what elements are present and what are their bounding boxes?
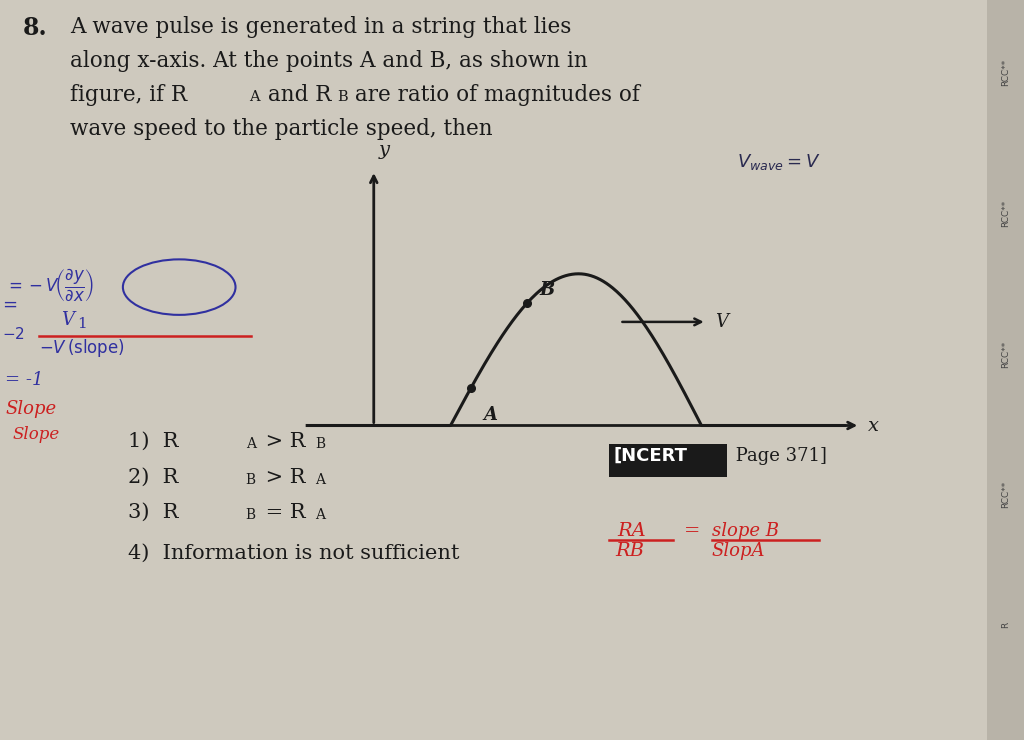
Text: RA: RA: [617, 522, 646, 539]
Bar: [609, 444, 727, 477]
Text: B: B: [315, 437, 326, 451]
Text: V: V: [715, 313, 728, 331]
Text: A: A: [483, 406, 498, 424]
Text: are ratio of magnitudes of: are ratio of magnitudes of: [348, 84, 640, 107]
Bar: [987, 0, 1024, 740]
Text: SlopA: SlopA: [712, 542, 765, 559]
Text: 3)  R: 3) R: [128, 503, 178, 522]
Text: and R: and R: [261, 84, 332, 107]
Text: A: A: [315, 508, 326, 522]
Text: along x-axis. At the points A and B, as shown in: along x-axis. At the points A and B, as …: [70, 50, 588, 73]
Text: RCC**: RCC**: [1001, 340, 1010, 368]
Text: RCC**: RCC**: [1001, 200, 1010, 227]
Text: 1: 1: [77, 317, 87, 331]
Text: A: A: [315, 473, 326, 487]
Text: = -1: = -1: [5, 371, 44, 389]
Text: > R: > R: [259, 432, 305, 451]
Text: Page 371]: Page 371]: [730, 447, 827, 465]
Text: A: A: [249, 90, 259, 104]
Text: RB: RB: [615, 542, 644, 559]
Text: B: B: [337, 90, 347, 104]
Text: RCC**: RCC**: [1001, 59, 1010, 87]
Text: B: B: [246, 473, 256, 487]
Text: 8.: 8.: [23, 16, 47, 40]
Text: x: x: [868, 417, 880, 434]
Text: $V_{wave} = V$: $V_{wave} = V$: [737, 152, 821, 172]
Text: B: B: [246, 508, 256, 522]
Text: 4)  Information is not sufficient: 4) Information is not sufficient: [128, 544, 460, 563]
Text: slope B: slope B: [712, 522, 778, 539]
Text: $-2$: $-2$: [2, 326, 25, 342]
Text: = R: = R: [259, 503, 306, 522]
Text: > R: > R: [259, 468, 305, 487]
Text: B: B: [540, 281, 555, 299]
Text: =: =: [684, 522, 700, 540]
Text: $-V\,(\mathrm{slope})$: $-V\,(\mathrm{slope})$: [39, 337, 125, 359]
Text: wave speed to the particle speed, then: wave speed to the particle speed, then: [70, 118, 493, 141]
Text: A: A: [246, 437, 256, 451]
Text: A wave pulse is generated in a string that lies: A wave pulse is generated in a string th…: [70, 16, 571, 38]
Text: figure, if R: figure, if R: [70, 84, 186, 107]
Text: y: y: [379, 141, 390, 159]
Text: R: R: [1001, 622, 1010, 628]
Text: V: V: [61, 311, 75, 329]
Text: Slope: Slope: [5, 400, 56, 417]
Text: [NCERT: [NCERT: [613, 447, 687, 465]
Text: =: =: [2, 296, 17, 314]
Text: 2)  R: 2) R: [128, 468, 178, 487]
Text: RCC**: RCC**: [1001, 481, 1010, 508]
Text: $= -V\!\left(\dfrac{\partial y}{\partial x}\right)$: $= -V\!\left(\dfrac{\partial y}{\partial…: [5, 266, 94, 303]
Text: Slope: Slope: [12, 425, 59, 443]
Text: 1)  R: 1) R: [128, 432, 178, 451]
